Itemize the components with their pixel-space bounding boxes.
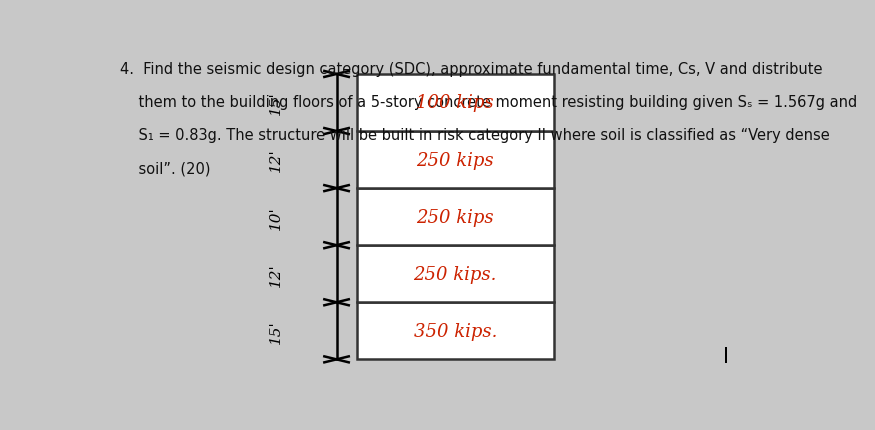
Text: S₁ = 0.83g. The structure will be built in risk category II where soil is classi: S₁ = 0.83g. The structure will be built … — [120, 128, 830, 143]
Text: 12': 12' — [269, 148, 283, 172]
Text: 15': 15' — [269, 92, 283, 115]
Text: 250 kips: 250 kips — [416, 151, 494, 169]
Text: 250 kips.: 250 kips. — [414, 265, 497, 283]
Text: 100 kips: 100 kips — [416, 94, 494, 112]
Text: them to the building floors of a 5-story concrete moment resisting building give: them to the building floors of a 5-story… — [120, 95, 857, 110]
Text: 12': 12' — [269, 262, 283, 286]
Text: 4.  Find the seismic design category (SDC), approximate fundamental time, Cs, V : 4. Find the seismic design category (SDC… — [120, 61, 822, 77]
Text: 15': 15' — [269, 319, 283, 343]
Text: soil”. (20): soil”. (20) — [120, 161, 210, 176]
Text: 10': 10' — [269, 205, 283, 229]
Text: 350 kips.: 350 kips. — [414, 322, 497, 340]
Text: I: I — [724, 346, 730, 366]
Text: 250 kips: 250 kips — [416, 208, 494, 226]
